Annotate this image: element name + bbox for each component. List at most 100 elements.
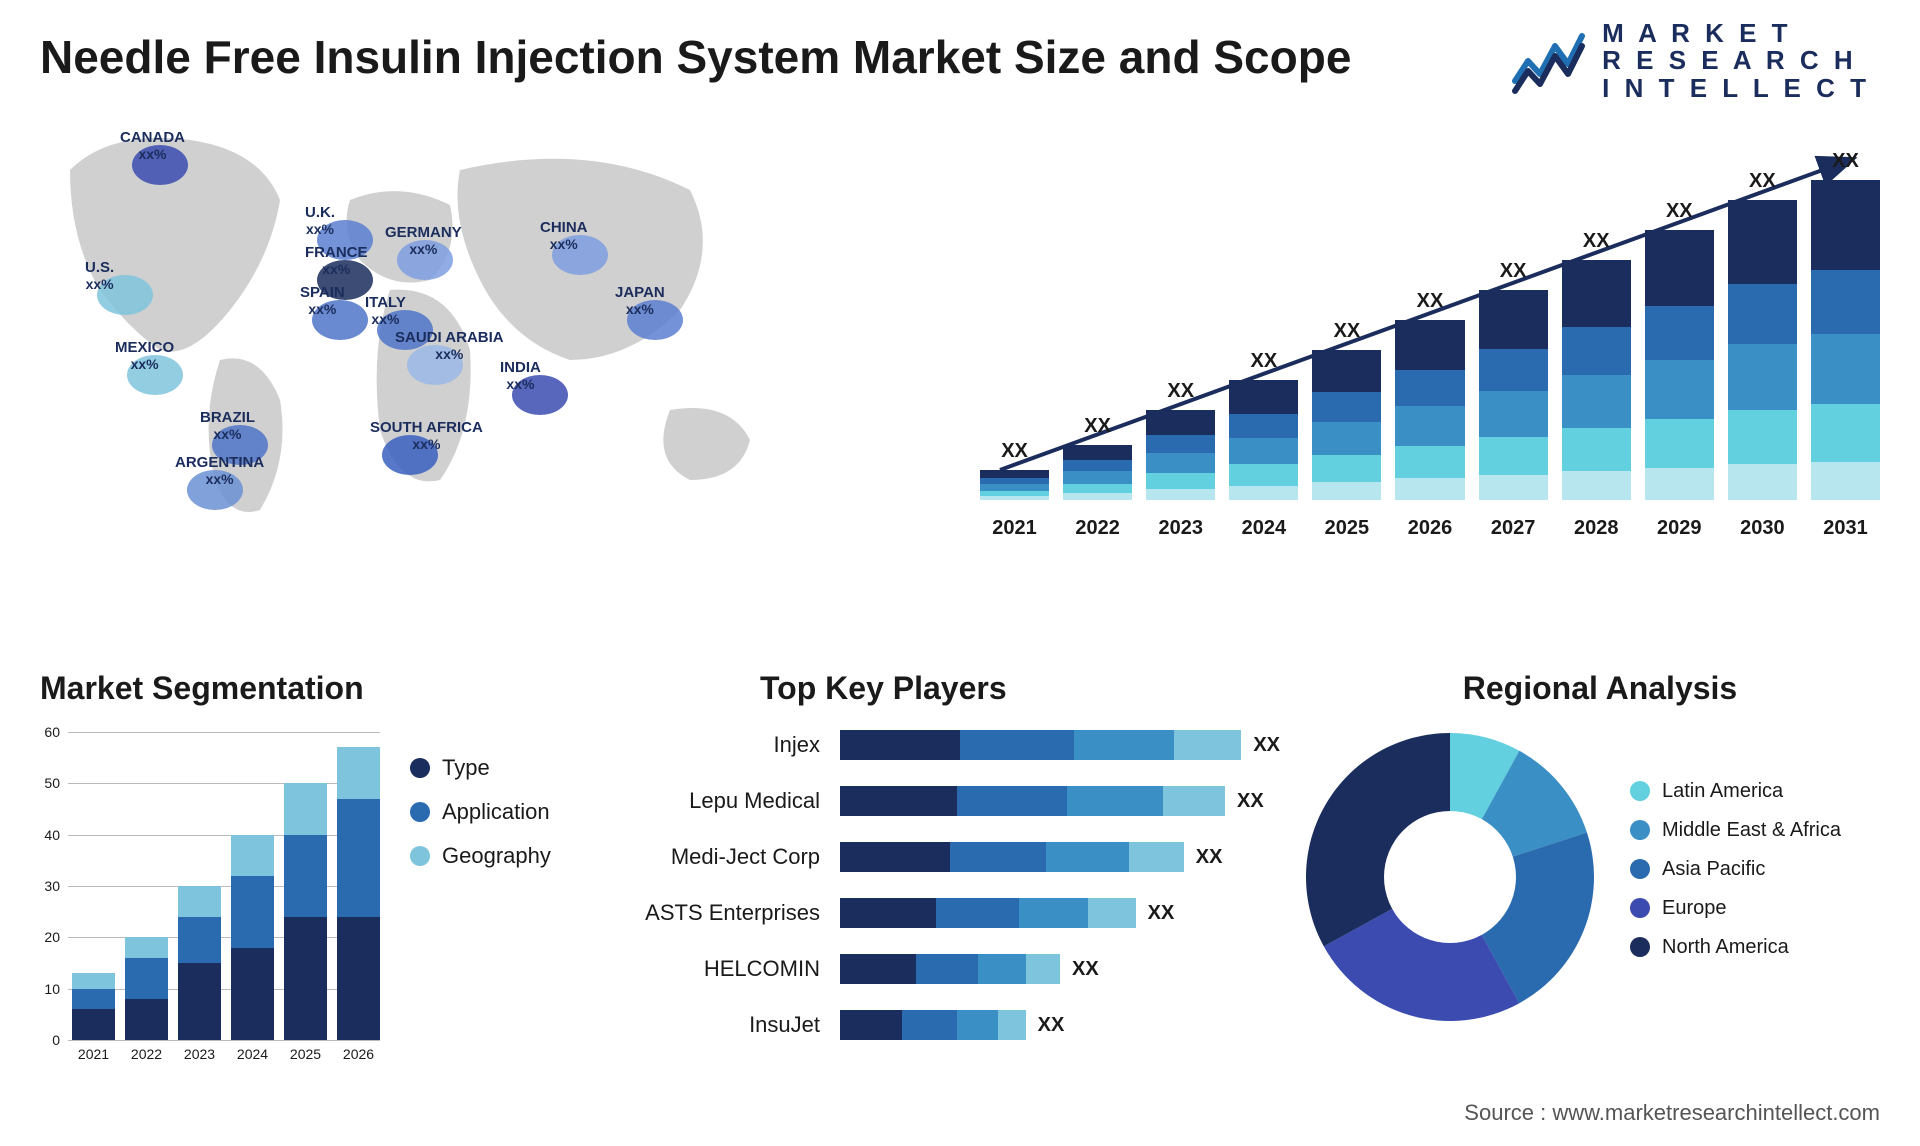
player-value: XX — [1237, 790, 1264, 813]
growth-xlabel: 2023 — [1146, 517, 1215, 540]
player-row: Injex XX — [640, 727, 1280, 763]
player-value: XX — [1196, 846, 1223, 869]
segmentation-xlabel: 2022 — [125, 1046, 168, 1062]
segmentation-bar — [178, 886, 221, 1040]
map-label: JAPANxx% — [615, 285, 665, 317]
growth-bar-label: XX — [1063, 415, 1132, 438]
legend-item: Type — [410, 755, 551, 781]
growth-bar-label: XX — [1645, 200, 1714, 223]
regional-title: Regional Analysis — [1300, 670, 1900, 707]
growth-bar: XX — [1562, 260, 1631, 500]
regional-section: Regional Analysis Latin America Middle Ea… — [1300, 670, 1900, 1027]
player-bar: XX — [840, 730, 1280, 760]
player-row: InsuJetXX — [640, 1007, 1280, 1043]
growth-bar: XX — [1479, 290, 1548, 500]
segmentation-xlabel: 2024 — [231, 1046, 274, 1062]
segmentation-bar — [284, 783, 327, 1040]
growth-bar: XX — [1645, 230, 1714, 500]
player-value: XX — [1148, 902, 1175, 925]
segmentation-xlabel: 2026 — [337, 1046, 380, 1062]
growth-bar-label: XX — [1229, 350, 1298, 373]
growth-xlabel: 2021 — [980, 517, 1049, 540]
segmentation-title: Market Segmentation — [40, 670, 580, 707]
growth-bar-label: XX — [1562, 230, 1631, 253]
growth-xlabel: 2022 — [1063, 517, 1132, 540]
growth-bar: XX — [1063, 445, 1132, 500]
regional-donut — [1300, 727, 1600, 1027]
growth-xlabel: 2027 — [1479, 517, 1548, 540]
segmentation-bar — [125, 937, 168, 1040]
player-name: Lepu Medical — [640, 788, 840, 814]
map-label: CHINAxx% — [540, 220, 588, 252]
player-bar: XX — [840, 898, 1280, 928]
segmentation-xlabel: 2025 — [284, 1046, 327, 1062]
legend-item: North America — [1630, 936, 1841, 959]
growth-xlabel: 2029 — [1645, 517, 1714, 540]
legend-item: Asia Pacific — [1630, 858, 1841, 881]
world-map-svg — [30, 110, 950, 530]
page-title: Needle Free Insulin Injection System Mar… — [40, 30, 1351, 84]
segmentation-legend: Type Application Geography — [410, 755, 551, 887]
player-row: HELCOMINXX — [640, 951, 1280, 987]
map-label: U.K.xx% — [305, 205, 335, 237]
growth-xlabel: 2026 — [1395, 517, 1464, 540]
player-value: XX — [1253, 734, 1280, 757]
player-name: Injex — [640, 732, 840, 758]
player-name: ASTS Enterprises — [640, 900, 840, 926]
growth-bar-label: XX — [1312, 320, 1381, 343]
map-label: SAUDI ARABIAxx% — [395, 330, 504, 362]
growth-bar: XX — [980, 470, 1049, 500]
growth-bar: XX — [1146, 410, 1215, 500]
player-bar: XX — [840, 842, 1280, 872]
growth-bar: XX — [1395, 320, 1464, 500]
segmentation-bar — [72, 973, 115, 1040]
legend-dot — [410, 758, 430, 778]
legend-item: Geography — [410, 843, 551, 869]
growth-xlabel: 2024 — [1229, 517, 1298, 540]
growth-xlabel: 2030 — [1728, 517, 1797, 540]
player-row: ASTS Enterprises XX — [640, 895, 1280, 931]
growth-xlabel: 2025 — [1312, 517, 1381, 540]
map-label: FRANCExx% — [305, 245, 368, 277]
players-title: Top Key Players — [760, 670, 1280, 707]
legend-dot — [1630, 820, 1650, 840]
player-name: Medi-Ject Corp — [640, 844, 840, 870]
segmentation-bar — [231, 835, 274, 1040]
map-label: GERMANYxx% — [385, 225, 462, 257]
map-label: SPAINxx% — [300, 285, 345, 317]
regional-legend: Latin America Middle East & Africa Asia Pa… — [1630, 780, 1841, 975]
legend-item: Latin America — [1630, 780, 1841, 803]
brand-logo: M A R K E T R E S E A R C H I N T E L L … — [1510, 20, 1870, 102]
growth-bar-label: XX — [1479, 260, 1548, 283]
segmentation-xlabel: 2023 — [178, 1046, 221, 1062]
map-label: INDIAxx% — [500, 360, 541, 392]
map-label: MEXICOxx% — [115, 340, 174, 372]
segmentation-xlabel: 2021 — [72, 1046, 115, 1062]
growth-bar-label: XX — [980, 440, 1049, 463]
source-text: Source : www.marketresearchintellect.com — [1464, 1100, 1880, 1126]
logo-text: M A R K E T R E S E A R C H I N T E L L … — [1602, 20, 1870, 102]
map-label: CANADAxx% — [120, 130, 185, 162]
player-bar: XX — [840, 786, 1280, 816]
segmentation-section: Market Segmentation 0102030405060 202120… — [40, 670, 580, 1062]
player-row: Medi-Ject Corp XX — [640, 839, 1280, 875]
segmentation-bar — [337, 747, 380, 1040]
players-section: Top Key Players InjexXXLepu MedicalXXMed… — [640, 670, 1280, 1043]
growth-xlabel: 2031 — [1811, 517, 1880, 540]
growth-bar: XX — [1312, 350, 1381, 500]
growth-bar-label: XX — [1728, 170, 1797, 193]
player-name: InsuJet — [640, 1012, 840, 1038]
legend-item: Middle East & Africa — [1630, 819, 1841, 842]
logo-icon — [1510, 26, 1590, 96]
map-label: U.S.xx% — [85, 260, 114, 292]
map-label: BRAZILxx% — [200, 410, 255, 442]
legend-dot — [1630, 937, 1650, 957]
map-label: ARGENTINAxx% — [175, 455, 264, 487]
legend-dot — [1630, 781, 1650, 801]
growth-bar-label: XX — [1395, 290, 1464, 313]
player-bar: XX — [840, 1010, 1280, 1040]
legend-item: Application — [410, 799, 551, 825]
legend-item: Europe — [1630, 897, 1841, 920]
world-map: CANADAxx% U.S.xx% MEXICOxx% BRAZILxx% ARGENT… — [30, 110, 950, 530]
legend-dot — [410, 802, 430, 822]
